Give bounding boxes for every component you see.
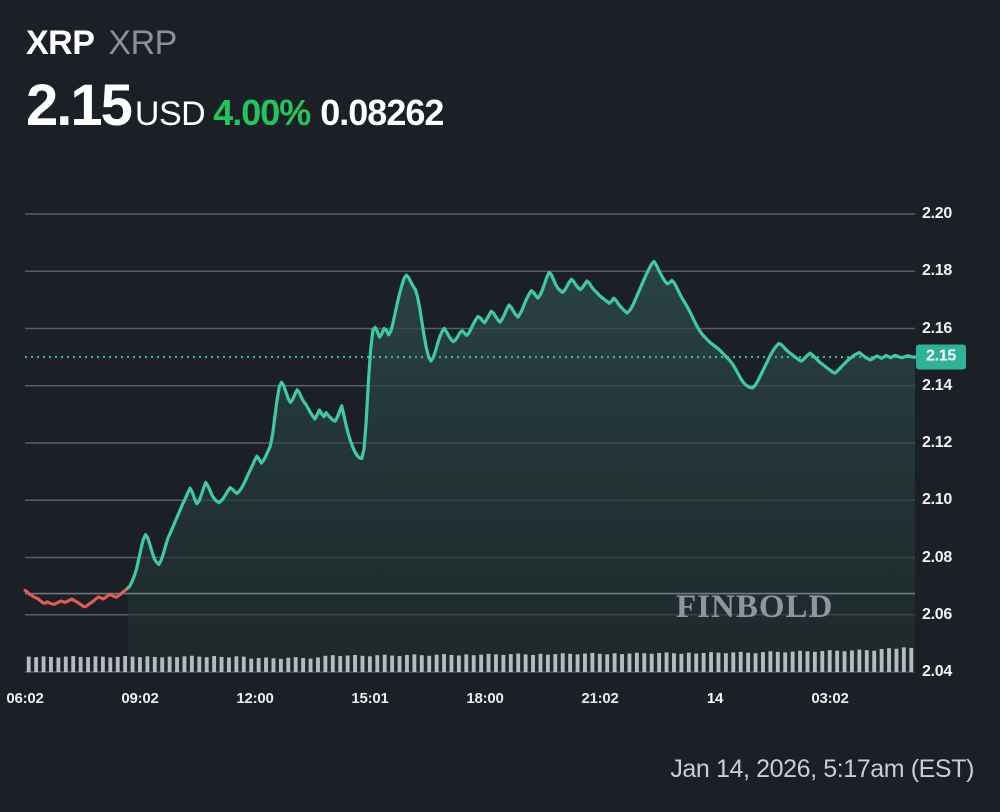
change-percent: 4.00%: [213, 92, 311, 133]
ticker-symbol: XRP: [26, 24, 95, 62]
y-axis-tick: 2.20: [922, 205, 952, 222]
asset-name: XRP: [108, 24, 177, 62]
y-axis-tick: 2.16: [922, 319, 952, 337]
finbold-watermark: FINBOLD: [676, 589, 834, 625]
chart-area-fill: [127, 261, 915, 672]
price-chart[interactable]: [0, 185, 1000, 685]
x-axis-tick: 21:02: [581, 690, 619, 707]
x-axis-tick: 12:00: [236, 690, 274, 707]
x-axis-tick: 18:00: [466, 690, 504, 707]
change-absolute: 0.08262: [320, 92, 444, 133]
x-axis: 06:02 09:02 12:00 15:01 18:00 21:02 14 03:02: [0, 690, 1000, 718]
x-axis-tick: 15:01: [351, 690, 389, 707]
x-axis-tick: 03:02: [811, 690, 849, 707]
y-axis-tick: 2.12: [922, 434, 952, 451]
current-price-badge: 2.15: [916, 344, 966, 370]
x-axis-tick: 06:02: [6, 690, 44, 707]
y-axis-tick: 2.06: [922, 605, 952, 623]
price-row: 2.15 USD 4.00% 0.08262: [26, 73, 444, 138]
y-axis: 2.04 2.06 2.08 2.10 2.12 2.14 2.16 2.18 2.20 2.15: [916, 185, 1000, 685]
y-axis-tick: 2.14: [922, 376, 952, 394]
current-price: 2.15: [26, 73, 133, 138]
price-line: [23, 259, 917, 609]
volume-bars: [26, 647, 914, 672]
y-axis-tick: 2.04: [922, 663, 952, 680]
y-axis-tick: 2.18: [922, 262, 952, 280]
x-axis-tick: 14: [706, 690, 724, 707]
timestamp-label: Jan 14, 2026, 5:17am (EST): [670, 755, 974, 783]
symbol-row: XRP XRP: [26, 24, 443, 63]
x-axis-tick: 09:02: [121, 690, 159, 707]
chart-header: XRP XRP 2.15 USD 4.00% 0.08262: [26, 24, 444, 138]
y-axis-tick: 2.08: [922, 548, 952, 566]
currency-label: USD: [134, 95, 206, 133]
chart-canvas[interactable]: [0, 185, 1000, 685]
y-axis-tick: 2.10: [922, 491, 952, 509]
